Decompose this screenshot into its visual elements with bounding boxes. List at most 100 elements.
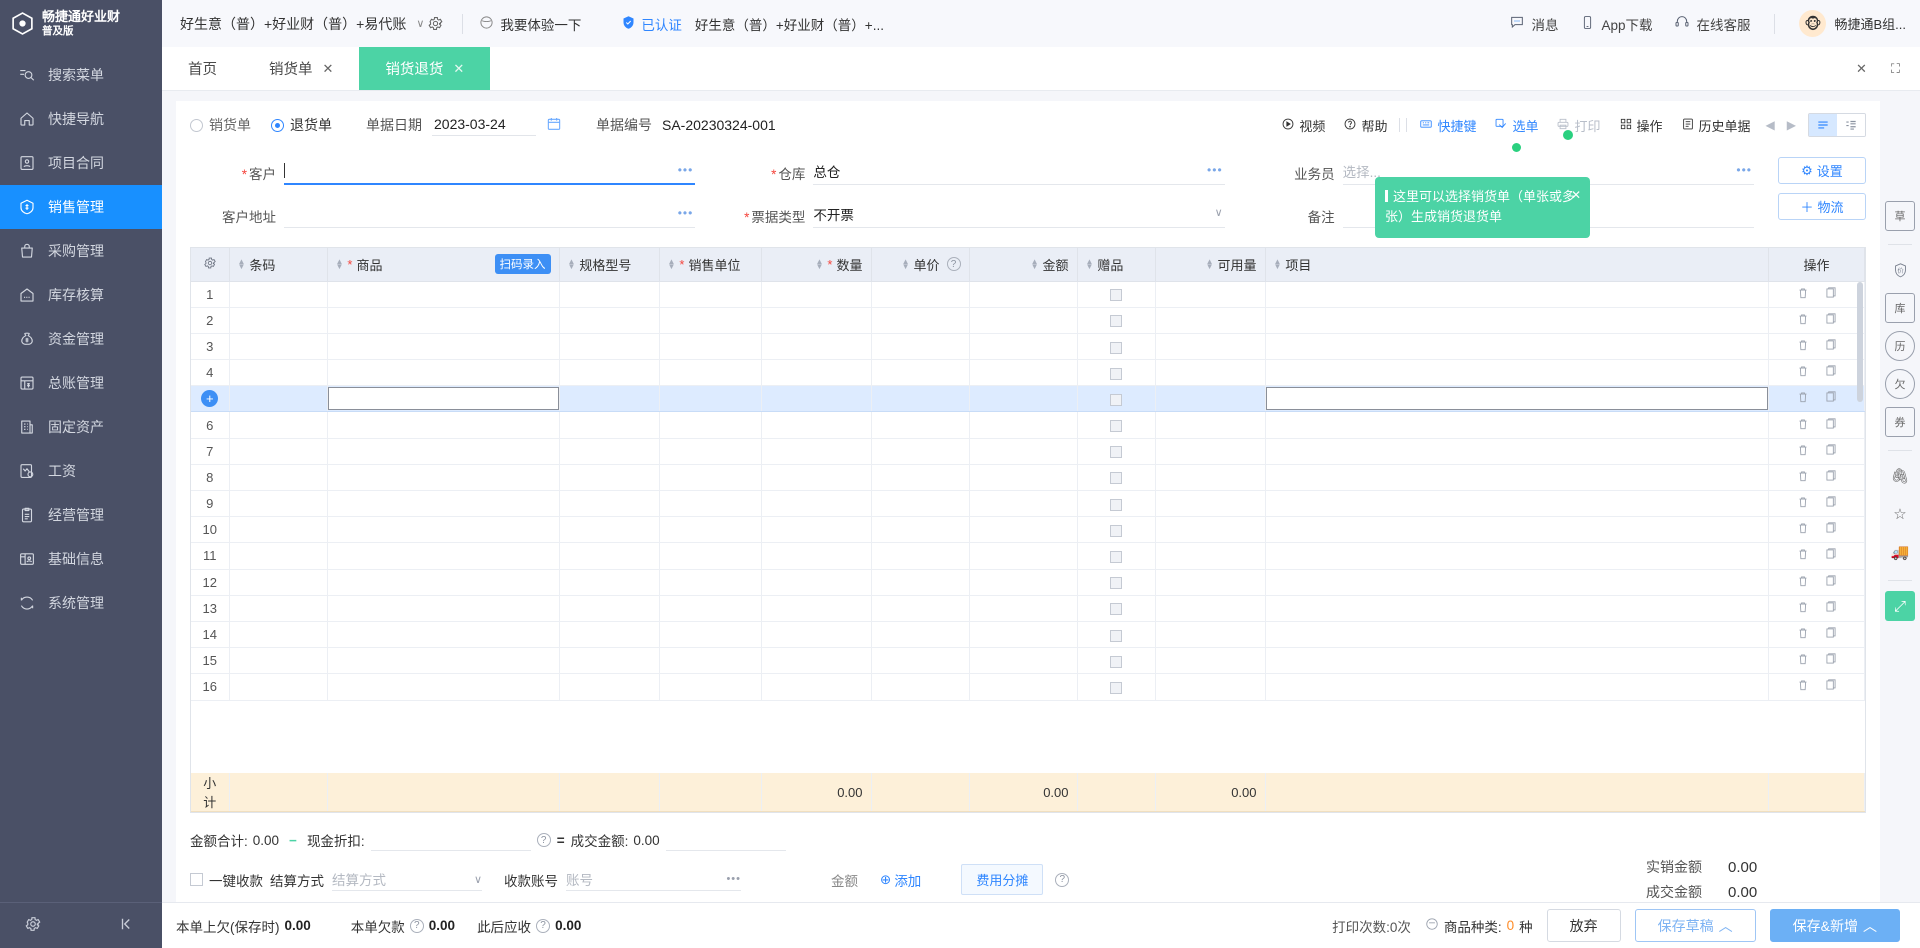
- product-selector[interactable]: 好生意（普）+好业财（普）+易代账 ∨: [180, 14, 424, 34]
- column-header-product[interactable]: ▲ ▼ * 商品 扫码录入: [327, 248, 560, 282]
- cell-project[interactable]: [1265, 333, 1769, 361]
- table-row[interactable]: 1: [191, 281, 1865, 308]
- sidebar-item-4[interactable]: 销售管理: [0, 185, 162, 229]
- cell-unit[interactable]: [659, 516, 762, 544]
- cell-spec[interactable]: [559, 385, 660, 413]
- logistics-button[interactable]: ＋物流: [1777, 193, 1866, 220]
- coupon-icon[interactable]: 券: [1885, 407, 1915, 437]
- cell-unit[interactable]: [659, 359, 762, 387]
- experience-button[interactable]: 我要体验一下: [479, 14, 581, 34]
- sort-icon[interactable]: ▲ ▼: [667, 257, 676, 272]
- cell-amount[interactable]: [969, 595, 1078, 622]
- cell-spec[interactable]: [559, 438, 660, 465]
- gear-icon[interactable]: [203, 256, 217, 273]
- column-header-project[interactable]: ▲ ▼ 项目: [1265, 248, 1769, 282]
- doc-date-field[interactable]: 单据日期 2023-03-24: [366, 114, 562, 136]
- gift-checkbox[interactable]: [1110, 472, 1122, 485]
- cell-product[interactable]: [327, 516, 560, 544]
- cell-available[interactable]: [1155, 621, 1266, 649]
- table-row[interactable]: 4: [191, 359, 1865, 387]
- tooltip-close-icon[interactable]: ✕: [1570, 188, 1581, 202]
- cell-available[interactable]: [1155, 281, 1266, 308]
- more-options-icon[interactable]: •••: [677, 206, 694, 220]
- topbar-gear-icon[interactable]: [424, 13, 446, 35]
- gift-cell[interactable]: [1077, 307, 1156, 334]
- cell-unit[interactable]: [659, 438, 762, 465]
- cell-barcode[interactable]: [229, 438, 328, 465]
- cell-project[interactable]: [1265, 516, 1769, 544]
- cell-barcode[interactable]: [229, 542, 328, 570]
- cell-spec[interactable]: [559, 542, 660, 570]
- gift-checkbox[interactable]: [1110, 315, 1122, 328]
- cell-unit[interactable]: [659, 333, 762, 361]
- sidebar-item-2[interactable]: 快捷导航: [0, 97, 162, 141]
- cell-barcode[interactable]: [229, 464, 328, 492]
- brand-logo-block[interactable]: 畅捷通好业财 普及版: [0, 0, 162, 47]
- cell-amount[interactable]: [969, 359, 1078, 387]
- save-draft-button[interactable]: 保存草稿 ︿: [1634, 909, 1756, 942]
- cell-unit[interactable]: [659, 385, 762, 413]
- gift-checkbox[interactable]: [1110, 681, 1122, 694]
- gift-checkbox[interactable]: [1110, 603, 1122, 616]
- cell-unit[interactable]: [659, 595, 762, 622]
- cell-price[interactable]: [871, 595, 970, 622]
- delete-row-icon[interactable]: [1796, 469, 1810, 486]
- gift-cell[interactable]: [1077, 647, 1156, 675]
- cell-price[interactable]: [871, 307, 970, 334]
- cell-qty[interactable]: [761, 385, 872, 413]
- column-header-amount[interactable]: ▲ ▼ 金额: [969, 248, 1078, 282]
- attachment-icon[interactable]: 🖇: [1885, 461, 1915, 491]
- cell-project[interactable]: [1265, 595, 1769, 622]
- list-view-icon[interactable]: [1809, 114, 1837, 136]
- sidebar-item-12[interactable]: 基础信息: [0, 537, 162, 581]
- gift-cell[interactable]: [1077, 464, 1156, 492]
- cell-qty[interactable]: [761, 542, 872, 570]
- cell-qty[interactable]: [761, 333, 872, 361]
- tab-2[interactable]: 销货单 ✕: [243, 47, 359, 90]
- cell-price[interactable]: [871, 673, 970, 701]
- copy-row-icon[interactable]: [1824, 652, 1838, 669]
- card-view-icon[interactable]: [1837, 114, 1865, 136]
- cell-price[interactable]: [871, 542, 970, 570]
- gift-checkbox[interactable]: [1110, 289, 1122, 302]
- user-menu[interactable]: 🐵 畅捷通B组...: [1799, 10, 1906, 37]
- online-support-button[interactable]: 在线客服: [1674, 14, 1750, 34]
- question-icon[interactable]: ?: [409, 918, 424, 933]
- app-download-button[interactable]: App下载: [1580, 14, 1652, 34]
- delete-row-icon[interactable]: [1796, 678, 1810, 695]
- cell-price[interactable]: [871, 621, 970, 649]
- cell-price[interactable]: [871, 516, 970, 544]
- cell-available[interactable]: [1155, 595, 1266, 622]
- sort-icon[interactable]: ▲ ▼: [567, 257, 576, 272]
- sidebar-item-7[interactable]: 资金管理: [0, 317, 162, 361]
- radio-return-order[interactable]: 退货单: [271, 115, 332, 135]
- cell-amount[interactable]: [969, 621, 1078, 649]
- cell-project[interactable]: [1265, 569, 1769, 596]
- gift-cell[interactable]: [1077, 542, 1156, 570]
- toolbar-grid-button[interactable]: 操作: [1610, 116, 1672, 135]
- cell-project[interactable]: [1265, 411, 1769, 439]
- cell-qty[interactable]: [761, 595, 872, 622]
- cell-product[interactable]: [327, 411, 560, 439]
- cell-editor[interactable]: [327, 387, 559, 411]
- cell-unit[interactable]: [659, 542, 762, 570]
- settings-button[interactable]: ⚙ 设置: [1777, 157, 1866, 184]
- cell-product[interactable]: [327, 621, 560, 649]
- draft-icon[interactable]: 草: [1885, 201, 1915, 231]
- table-row[interactable]: 9: [191, 490, 1865, 518]
- close-icon[interactable]: ✕: [1855, 60, 1867, 76]
- scrollbar-thumb[interactable]: [1857, 282, 1863, 402]
- cell-barcode[interactable]: [229, 281, 328, 308]
- more-options-icon[interactable]: •••: [1736, 163, 1752, 177]
- table-settings-header[interactable]: [191, 248, 230, 282]
- cell-project[interactable]: [1265, 464, 1769, 492]
- cell-project[interactable]: [1265, 673, 1769, 701]
- column-header-barcode[interactable]: ▲ ▼ 条码: [229, 248, 328, 282]
- column-header-available[interactable]: ▲ ▼ 可用量: [1155, 248, 1266, 282]
- gift-checkbox[interactable]: [1110, 446, 1122, 459]
- cell-editor[interactable]: [1265, 387, 1768, 411]
- cell-available[interactable]: [1155, 438, 1266, 465]
- cell-qty[interactable]: [761, 516, 872, 544]
- copy-row-icon[interactable]: [1824, 574, 1838, 591]
- question-icon[interactable]: ?: [536, 918, 551, 933]
